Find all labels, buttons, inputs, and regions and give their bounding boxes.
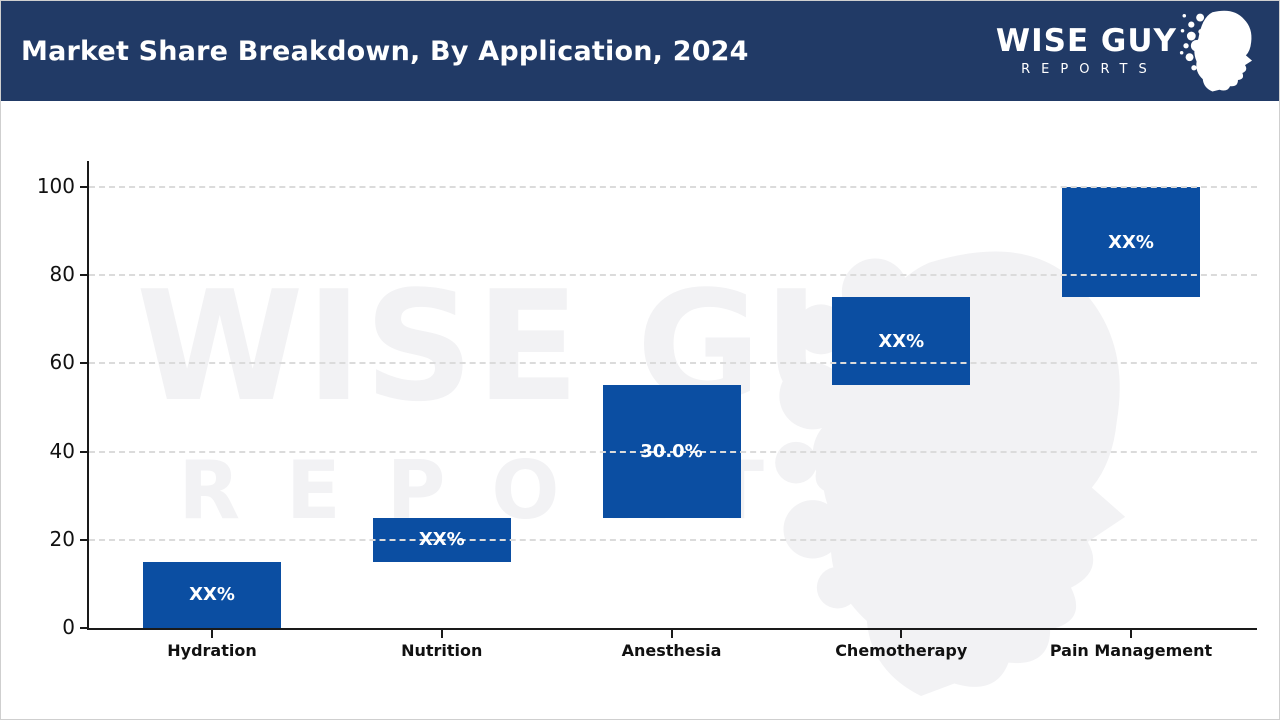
- y-tick: [80, 450, 89, 453]
- wise-guy-logo: WISE GUY REPORTS: [996, 5, 1267, 97]
- bar-value-label: XX%: [1108, 231, 1154, 253]
- page-title: Market Share Breakdown, By Application, …: [21, 35, 749, 67]
- gridline-20: [89, 538, 1257, 541]
- gridline-40: [89, 450, 1257, 453]
- bar-value-label: XX%: [418, 529, 465, 551]
- y-tick: [80, 362, 89, 365]
- logo-text: WISE GUY REPORTS: [995, 22, 1177, 77]
- x-tick-label: Chemotherapy: [835, 641, 968, 660]
- x-tick-label: Anesthesia: [621, 641, 722, 660]
- x-tick-label: Hydration: [167, 641, 257, 660]
- y-axis-line: [87, 161, 89, 630]
- gridline-100: [89, 186, 1257, 188]
- x-tick: [211, 630, 213, 638]
- y-tick-label: 0: [62, 615, 75, 639]
- bar-hydration: [143, 561, 281, 628]
- x-axis-line: [87, 628, 1257, 630]
- y-tick: [80, 538, 89, 541]
- x-tick: [1130, 630, 1132, 638]
- x-tick: [440, 630, 443, 638]
- y-tick: [80, 627, 89, 629]
- bar-value-label: 30.0%: [640, 441, 703, 463]
- bar-value-label: XX%: [878, 330, 925, 352]
- header-bar: Market Share Breakdown, By Application, …: [1, 1, 1279, 101]
- gridline-60: [89, 362, 1257, 365]
- x-tick-label: Nutrition: [401, 641, 483, 660]
- x-tick-label: Pain Management: [1049, 641, 1213, 660]
- y-tick: [80, 186, 89, 188]
- bar-value-label: XX%: [189, 584, 235, 606]
- y-tick-label: 80: [49, 262, 75, 287]
- y-tick: [80, 274, 89, 277]
- y-tick-label: 20: [49, 526, 75, 551]
- logo-wordmark: WISE GUY: [995, 22, 1177, 59]
- y-tick-label: 100: [36, 174, 75, 198]
- x-tick: [900, 630, 903, 638]
- gridline-80: [89, 274, 1257, 277]
- x-tick: [670, 630, 673, 638]
- logo-subtitle: REPORTS: [1021, 61, 1158, 77]
- logo-face-icon: [1179, 10, 1253, 92]
- y-tick-label: 40: [49, 438, 75, 463]
- y-tick-label: 60: [49, 350, 75, 375]
